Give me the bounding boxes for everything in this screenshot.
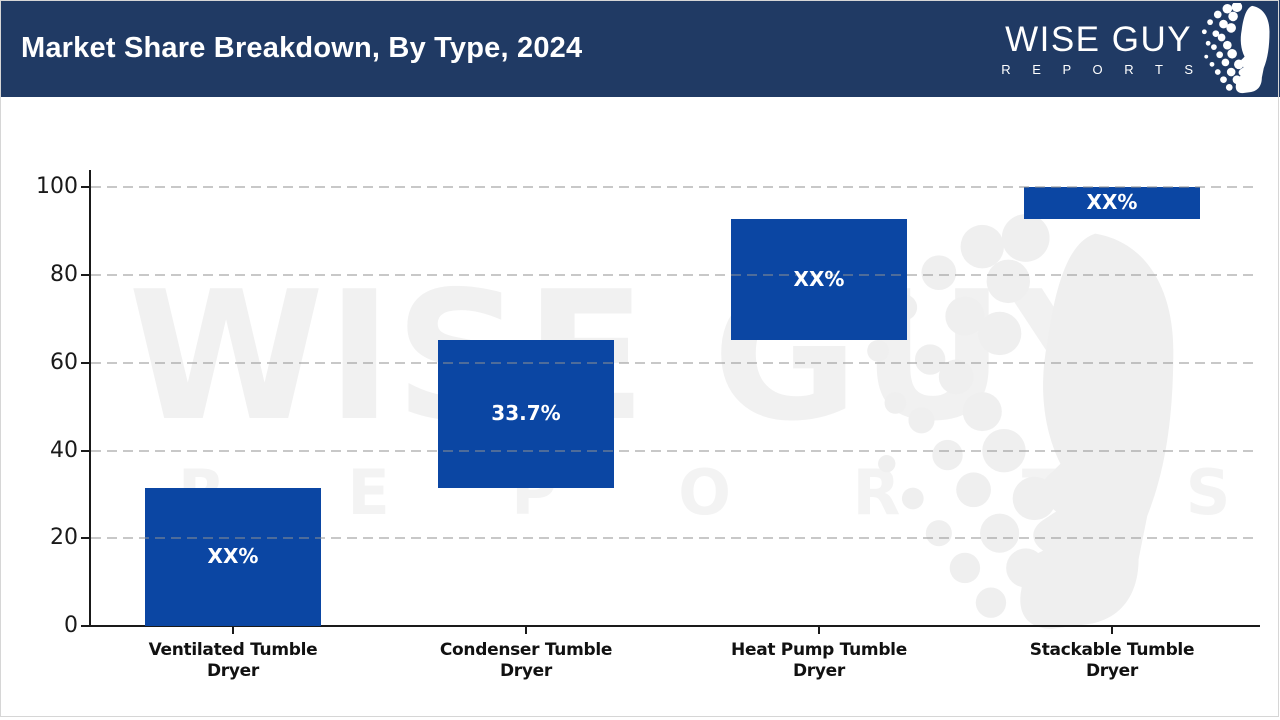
category-label: Stackable Tumble Dryer <box>1029 640 1195 681</box>
market-share-bar <box>1024 187 1200 219</box>
y-axis-tick <box>81 625 89 627</box>
x-axis-spine <box>89 625 1260 627</box>
x-axis-tick <box>232 627 234 634</box>
brand-face-icon <box>1201 2 1270 93</box>
brand-name: WISE GUY <box>1005 19 1193 59</box>
gridline <box>91 361 1259 364</box>
y-axis-tick <box>81 537 89 540</box>
bar-value-label: XX% <box>1086 190 1138 215</box>
y-tick-label: 0 <box>64 613 78 638</box>
y-tick-label: 60 <box>50 349 78 375</box>
market-share-bar <box>438 340 614 488</box>
brand-subname: R E P O R T S <box>1001 61 1202 77</box>
x-axis-tick <box>525 627 527 634</box>
market-share-bar <box>145 487 321 626</box>
y-tick-label: 100 <box>36 174 78 200</box>
brand-wordmark: WISE GUY R E P O R T S <box>995 19 1202 77</box>
y-tick-label: 40 <box>50 437 78 463</box>
bar-value-label: XX% <box>793 266 845 291</box>
brand-logo: WISE GUY R E P O R T S <box>995 0 1272 97</box>
y-axis-spine <box>89 170 91 627</box>
y-axis-tick <box>81 449 89 452</box>
y-tick-label: 80 <box>50 262 78 288</box>
category-label: Condenser Tumble Dryer <box>439 640 613 681</box>
y-axis-tick <box>81 186 89 189</box>
y-axis-tick <box>81 361 89 364</box>
bar-value-label: XX% <box>207 543 259 568</box>
gridline <box>91 537 1259 540</box>
gridline <box>91 186 1259 189</box>
y-tick-label: 20 <box>50 525 78 551</box>
category-label: Ventilated Tumble Dryer <box>148 640 318 681</box>
gridline <box>91 449 1259 452</box>
plot-area: 0 20 40 60 80 100 XX% Ventilated Tumble Dryer 33… <box>0 97 1280 720</box>
gridline <box>91 274 1259 277</box>
bar-value-label: 33.7% <box>491 400 561 425</box>
page-title: Market Share Breakdown, By Type, 2024 <box>21 32 583 64</box>
x-axis-tick <box>818 627 820 634</box>
x-axis-tick <box>1111 627 1113 634</box>
category-label: Heat Pump Tumble Dryer <box>731 640 907 681</box>
market-share-bar <box>731 218 907 341</box>
y-axis-tick <box>81 274 89 277</box>
header: Market Share Breakdown, By Type, 2024 WI… <box>0 0 1280 97</box>
